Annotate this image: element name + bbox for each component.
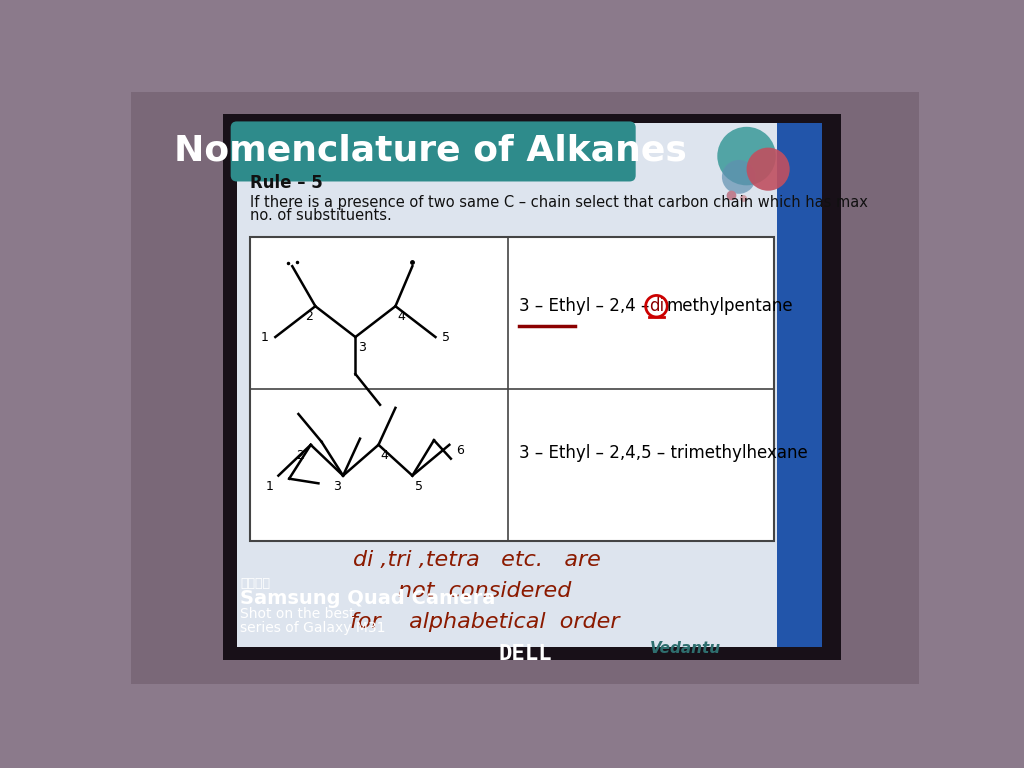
Text: no. of substituents.: no. of substituents. bbox=[250, 208, 391, 223]
Bar bbox=[223, 114, 831, 660]
Text: Shot on the best: Shot on the best bbox=[240, 607, 354, 621]
Text: for    alphabetical  order: for alphabetical order bbox=[350, 612, 620, 632]
Text: 4: 4 bbox=[397, 310, 406, 323]
Bar bbox=[822, 114, 841, 660]
Circle shape bbox=[717, 127, 776, 185]
Text: 1: 1 bbox=[265, 480, 273, 493]
Text: Nomenclature of Alkanes: Nomenclature of Alkanes bbox=[174, 134, 687, 167]
Text: not  considered: not considered bbox=[398, 581, 571, 601]
Text: 3: 3 bbox=[333, 480, 341, 493]
Text: di ,tri ,tetra   etc.   are: di ,tri ,tetra etc. are bbox=[353, 551, 601, 571]
Text: Rule – 5: Rule – 5 bbox=[250, 174, 323, 192]
Bar bbox=[237, 123, 822, 647]
Text: di: di bbox=[649, 297, 664, 315]
Text: 3 – Ethyl – 2,4,5 – trimethylhexane: 3 – Ethyl – 2,4,5 – trimethylhexane bbox=[519, 444, 808, 462]
Text: series of Galaxy M31: series of Galaxy M31 bbox=[240, 621, 385, 635]
Text: 2: 2 bbox=[296, 449, 304, 462]
Text: 5: 5 bbox=[442, 330, 451, 343]
Text: 1: 1 bbox=[260, 330, 268, 343]
Text: 2: 2 bbox=[305, 310, 313, 323]
Text: 6: 6 bbox=[456, 445, 464, 458]
Circle shape bbox=[722, 160, 756, 194]
FancyBboxPatch shape bbox=[230, 121, 636, 181]
Text: DELL: DELL bbox=[498, 644, 552, 664]
Text: 3 – Ethyl – 2,4 –: 3 – Ethyl – 2,4 – bbox=[519, 297, 655, 315]
Text: If there is a presence of two same C – chain select that carbon chain which has : If there is a presence of two same C – c… bbox=[250, 195, 867, 210]
Circle shape bbox=[746, 147, 790, 190]
Text: 3: 3 bbox=[357, 341, 366, 354]
Bar bbox=[777, 123, 822, 647]
Text: Samsung Quad Camera: Samsung Quad Camera bbox=[240, 589, 496, 608]
Text: Vedantu: Vedantu bbox=[649, 641, 721, 657]
Bar bbox=[250, 237, 773, 541]
Text: 4: 4 bbox=[381, 449, 388, 462]
Text: 5: 5 bbox=[415, 480, 423, 493]
Text: methylpentane: methylpentane bbox=[667, 297, 794, 315]
Text: ⓒⓒⓒⓒ: ⓒⓒⓒⓒ bbox=[240, 577, 270, 590]
